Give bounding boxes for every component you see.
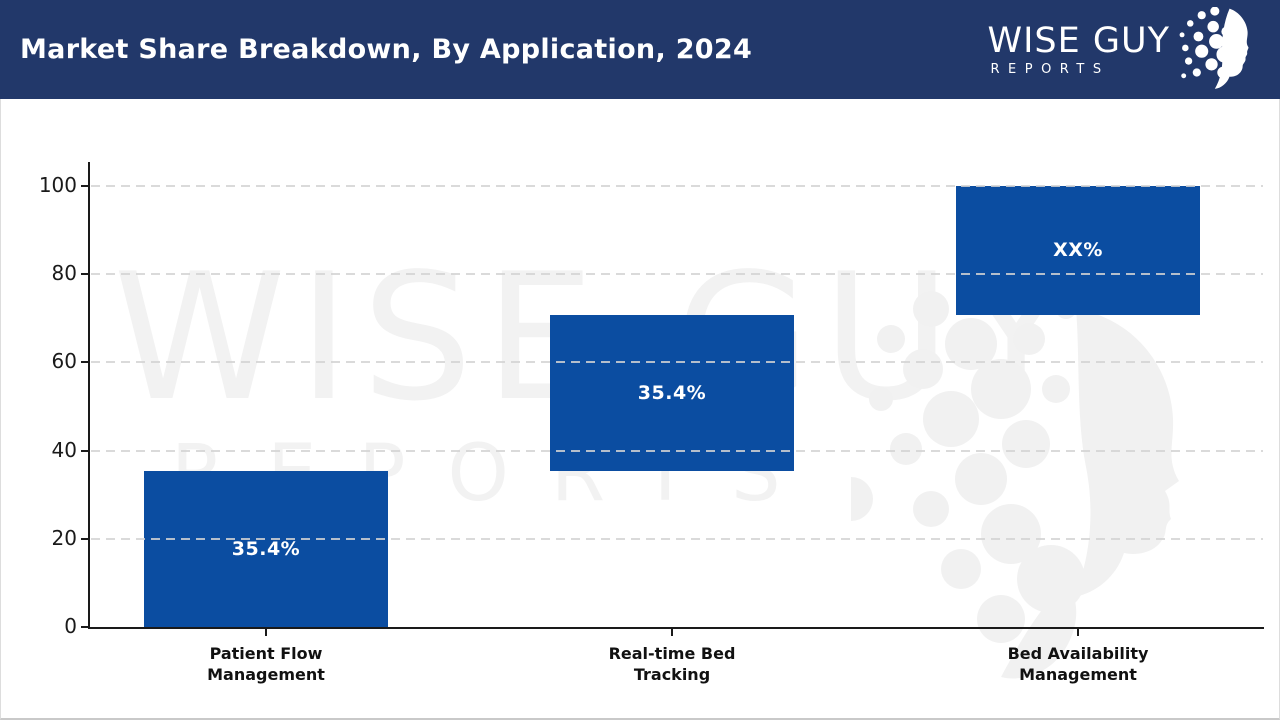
y-tick-label: 0 — [64, 614, 77, 638]
gridline — [91, 185, 1263, 187]
x-tick-mark — [671, 629, 673, 636]
x-category-label: Patient Flow Management — [207, 644, 325, 684]
logo-name: WISE GUY — [987, 20, 1170, 61]
x-tick-mark — [265, 629, 267, 636]
y-tick-mark — [81, 449, 89, 452]
bar: XX% — [956, 186, 1200, 315]
y-tick-mark — [81, 626, 89, 628]
watermark-dotted-face — [851, 267, 1179, 679]
logo-subtitle: REPORTS — [990, 61, 1110, 77]
y-tick-label: 60 — [51, 349, 77, 374]
y-tick-label: 80 — [51, 261, 77, 286]
x-category-label: Bed Availability Management — [1007, 644, 1149, 684]
y-tick-label: 40 — [51, 437, 77, 462]
y-axis-line — [88, 162, 90, 629]
y-tick-mark — [81, 273, 89, 276]
y-tick-label: 100 — [38, 173, 77, 197]
page-title: Market Share Breakdown, By Application, … — [20, 34, 753, 65]
x-tick-mark — [1077, 629, 1079, 636]
logo-text: WISE GUY REPORTS — [987, 20, 1170, 77]
dotted-face-icon — [1179, 6, 1249, 89]
y-tick-mark — [81, 185, 89, 187]
wise-guy-reports-logo: WISE GUY REPORTS — [987, 6, 1254, 93]
chart-area: WISE GUY REPORTS 0 20 40 60 80 100 35.4% 35.4%… — [0, 99, 1280, 720]
x-category-label: Real-time Bed Tracking — [608, 644, 736, 684]
gridline — [91, 273, 1263, 276]
bar-value-label: XX% — [1053, 239, 1103, 262]
y-tick-mark — [81, 361, 89, 364]
gridline — [91, 361, 1263, 364]
gridline — [91, 449, 1263, 452]
bar: 35.4% — [144, 470, 388, 627]
x-axis-line — [88, 627, 1264, 629]
y-tick-mark — [81, 537, 89, 540]
y-tick-label: 20 — [51, 525, 77, 550]
gridline — [91, 537, 1263, 540]
bar: 35.4% — [550, 314, 794, 471]
header-bar: Market Share Breakdown, By Application, … — [0, 0, 1280, 99]
bar-value-label: 35.4% — [231, 537, 301, 560]
bar-value-label: 35.4% — [637, 381, 707, 404]
